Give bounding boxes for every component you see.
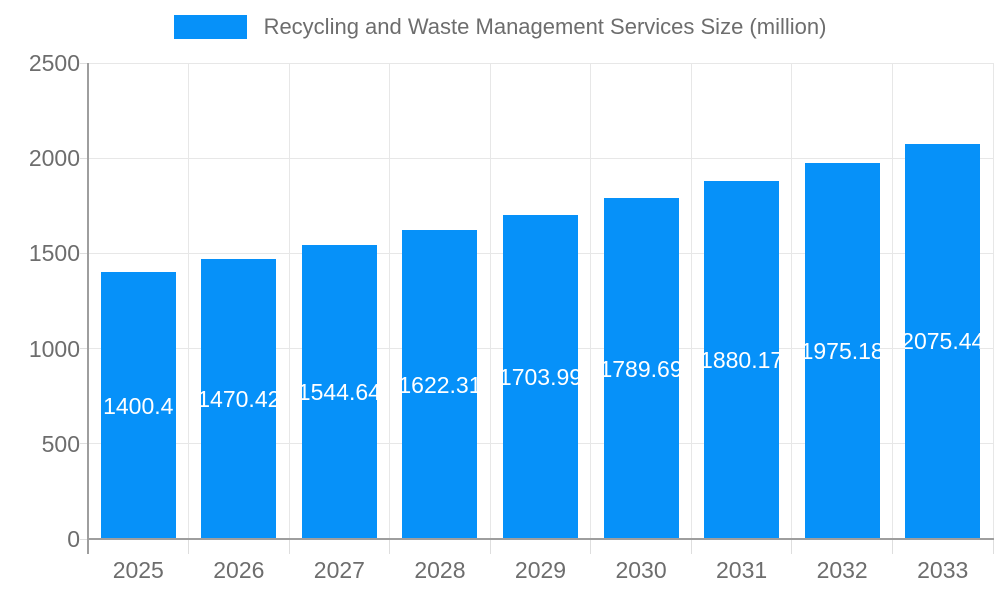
y-tick-label: 1000 [28,335,80,362]
y-tick-label: 0 [67,526,80,552]
x-axis-tick [489,539,491,554]
gridline [590,63,592,539]
gridline [992,63,994,539]
bar-2025[interactable]: 1400.4 [100,272,176,539]
x-axis-label-2025: 2025 [112,557,164,583]
legend-swatch [173,15,247,39]
x-axis-tick [389,539,391,554]
x-axis-tick [891,539,893,554]
y-tick-label: 2500 [28,50,80,76]
bar-value-label: 1470.42 [201,386,277,412]
bar-value-label: 1880.17 [704,347,780,373]
legend-label: Recycling and Waste Management Services … [263,14,827,39]
y-axis-tick [80,157,88,159]
bar-2031[interactable]: 1880.17 [704,181,780,539]
x-axis-tick [288,539,290,554]
bar-value-label: 1544.64 [301,378,377,405]
bar-2033[interactable]: 2075.44 [905,143,981,539]
bar-2026[interactable]: 1470.42 [201,259,277,539]
bar-value-label: 1975.18 [804,337,880,364]
gridline [791,63,793,539]
bar-2029[interactable]: 1703.99 [503,214,578,539]
legend[interactable]: Recycling and Waste Management Services … [0,14,1000,40]
gridline [188,63,190,539]
gridline [489,63,491,539]
y-axis-tick [80,62,88,64]
x-axis-label-2032: 2032 [816,557,868,583]
bar-value-label: 1622.31 [402,371,478,398]
gridline [288,63,290,539]
bar-value-label: 1400.4 [103,392,174,419]
y-axis-tick [80,443,88,445]
y-tick-label: 2000 [28,145,80,172]
bar-2028[interactable]: 1622.31 [402,230,478,539]
x-axis-tick [690,539,692,554]
x-axis-label-2026: 2026 [213,557,265,583]
plot-area: 0 500 1000 1500 2000 2500 1400.4 1470.42 1544.64… [29,51,994,583]
gridline [690,63,692,539]
y-axis-tick [80,348,88,350]
bar-value-label: 1703.99 [503,363,578,390]
y-tick-label: 1500 [28,240,80,267]
x-axis-tick [188,539,190,554]
bar-value-label: 1789.69 [603,355,679,382]
gridline [88,157,993,159]
x-axis-label-2030: 2030 [615,557,667,583]
x-axis-label-2029: 2029 [514,557,567,583]
x-axis-label-2031: 2031 [716,557,768,583]
x-axis-label-2033: 2033 [917,557,969,583]
y-axis-tick [80,252,88,254]
gridline [389,63,391,539]
bar-value-label: 2075.44 [905,328,981,355]
x-axis-line [87,538,994,540]
gridline [88,62,993,64]
bar-2027[interactable]: 1544.64 [301,244,377,539]
x-axis-label-2027: 2027 [313,557,365,583]
x-axis-tick [791,539,793,554]
y-axis-line [87,63,89,554]
y-tick-label: 500 [41,430,80,457]
x-axis-label-2028: 2028 [414,557,466,583]
x-axis-tick [992,539,994,554]
bar-2030[interactable]: 1789.69 [603,198,679,539]
gridline [891,63,893,539]
x-axis-tick [590,539,592,554]
bar-2032[interactable]: 1975.18 [804,162,880,539]
y-axis-tick [80,538,88,540]
